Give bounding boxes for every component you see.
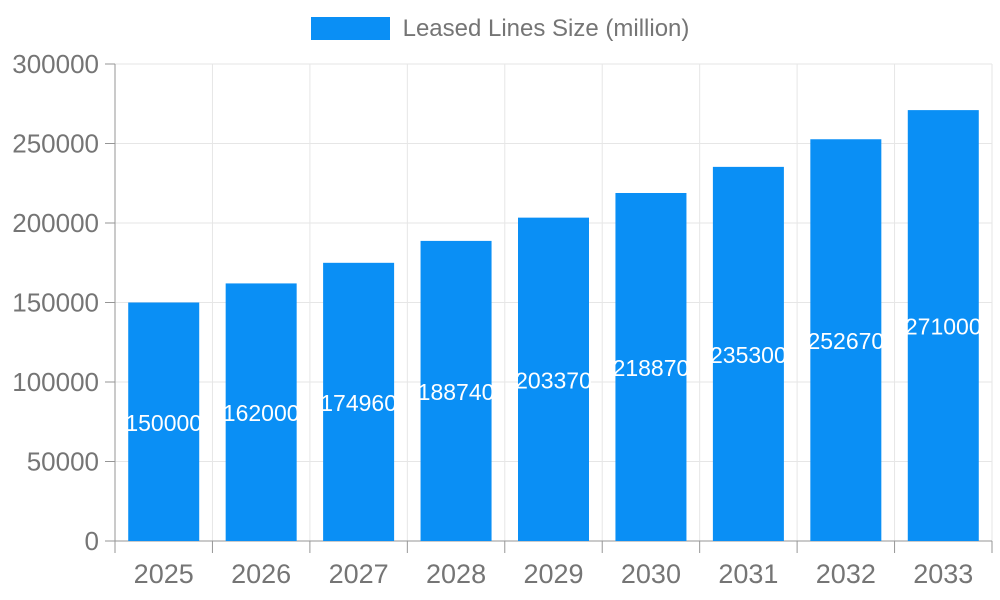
legend-swatch bbox=[310, 17, 390, 40]
bar-2033[interactable] bbox=[907, 110, 979, 542]
y-axis-label: 100000 bbox=[12, 367, 99, 397]
y-axis-label: 0 bbox=[85, 526, 99, 556]
y-axis-label: 50000 bbox=[27, 447, 99, 477]
bar-2031[interactable] bbox=[712, 166, 784, 542]
x-axis-label: 2025 bbox=[134, 559, 194, 589]
bar-value-label: 188740 bbox=[418, 379, 495, 405]
x-axis-label: 2030 bbox=[621, 559, 681, 589]
bar-value-label: 174960 bbox=[320, 390, 397, 416]
y-axis-label: 150000 bbox=[12, 288, 99, 318]
bar-2029[interactable] bbox=[518, 217, 589, 541]
bar-2028[interactable] bbox=[420, 240, 492, 542]
x-axis-label: 2028 bbox=[426, 559, 486, 589]
bar-2025[interactable] bbox=[128, 302, 200, 542]
bar-value-label: 203370 bbox=[515, 367, 592, 393]
y-axis-label: 300000 bbox=[12, 49, 99, 79]
bar-value-label: 162000 bbox=[223, 400, 300, 426]
bar-value-label: 235300 bbox=[710, 342, 787, 368]
y-axis-label: 250000 bbox=[12, 129, 99, 159]
x-axis-label: 2033 bbox=[913, 559, 973, 589]
legend[interactable]: Leased Lines Size (million) bbox=[0, 15, 1000, 42]
x-axis-label: 2031 bbox=[718, 559, 778, 589]
bar-2030[interactable] bbox=[615, 192, 687, 541]
bar-value-label: 150000 bbox=[125, 410, 202, 436]
bar-value-label: 252670 bbox=[807, 328, 884, 354]
legend-label: Leased Lines Size (million) bbox=[402, 15, 690, 42]
x-axis-label: 2027 bbox=[329, 559, 389, 589]
bar-2032[interactable] bbox=[810, 139, 882, 541]
bar-2027[interactable] bbox=[323, 262, 395, 541]
bar-value-label: 271000 bbox=[905, 314, 982, 340]
y-axis-label: 200000 bbox=[12, 208, 99, 238]
x-axis-label: 2026 bbox=[231, 559, 291, 589]
bar-2026[interactable] bbox=[225, 283, 297, 541]
x-axis-label: 2032 bbox=[816, 559, 876, 589]
bar-value-label: 218870 bbox=[613, 355, 690, 381]
x-axis-label: 2029 bbox=[523, 559, 583, 589]
